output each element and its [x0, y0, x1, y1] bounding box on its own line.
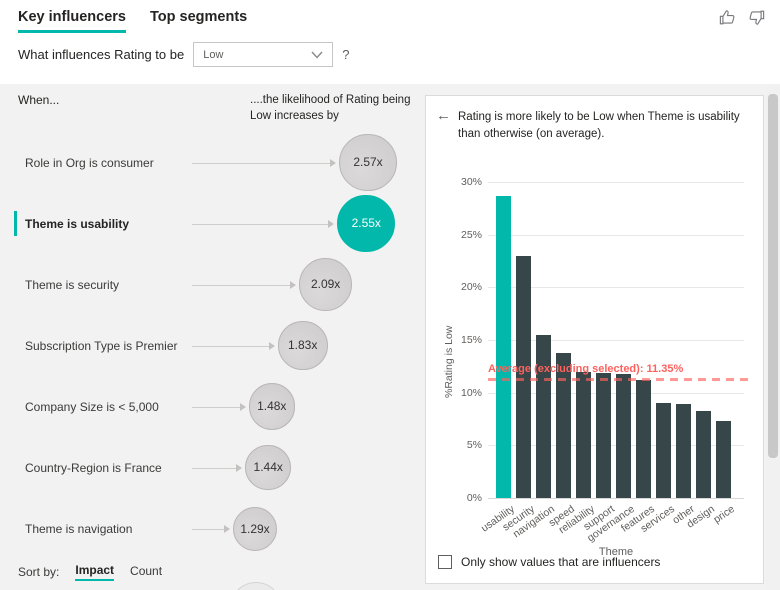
influence-bubble[interactable]: 1.83x — [277, 320, 328, 371]
vertical-scrollbar-track[interactable] — [766, 84, 780, 590]
arrow-line — [192, 284, 291, 286]
gridline — [488, 182, 744, 183]
influence-bubble[interactable]: 2.55x — [337, 194, 396, 253]
bar-services[interactable] — [656, 403, 671, 498]
y-axis-title: %Rating is Low — [443, 325, 455, 398]
bar-reliability[interactable] — [576, 371, 591, 498]
rating-value-dropdown[interactable]: Low — [193, 42, 334, 67]
feedback-icons — [718, 8, 766, 27]
arrow-head-icon — [268, 341, 275, 350]
sort-by-label: Sort by: — [18, 565, 60, 579]
influencer-row[interactable]: Company Size is < 5,000 1.48x — [0, 376, 422, 437]
sort-option-count[interactable]: Count — [130, 564, 163, 578]
partial-next-bubble — [230, 582, 282, 590]
arrow-line — [192, 528, 224, 530]
influencer-label: Role in Org is consumer — [25, 155, 154, 170]
arrow-head-icon — [330, 158, 337, 167]
y-tick-label: 10% — [460, 386, 482, 399]
gridline — [488, 234, 744, 236]
influence-bubble[interactable]: 1.48x — [248, 383, 295, 430]
bar-security[interactable] — [516, 255, 531, 498]
arrow-line — [192, 223, 329, 225]
gridline — [488, 340, 744, 341]
when-header: When... — [18, 93, 60, 107]
influencer-label: Company Size is < 5,000 — [25, 399, 159, 414]
influencer-row[interactable]: Theme is navigation 1.29x — [0, 498, 422, 559]
tab-top-segments[interactable]: Top segments — [150, 9, 248, 25]
average-reference-line — [488, 378, 748, 382]
y-tick-label: 0% — [466, 492, 482, 504]
bar-support[interactable] — [596, 372, 611, 498]
thumbs-up-icon[interactable] — [718, 8, 737, 27]
key-influencers-body: When... ....the likelihood of Rating bei… — [0, 84, 780, 590]
likelihood-header: ....the likelihood of Rating being Low i… — [250, 94, 411, 122]
y-tick-label: 5% — [466, 439, 482, 452]
detail-card: ← Rating is more likely to be Low when T… — [425, 95, 764, 584]
influencer-label: Country-Region is France — [25, 460, 162, 475]
influencer-label: Subscription Type is Premier — [25, 338, 178, 353]
influencer-label: Theme is navigation — [25, 521, 133, 536]
selected-row-marker — [14, 211, 17, 236]
detail-header: Rating is more likely to be Low when The… — [458, 111, 740, 141]
arrow-head-icon — [328, 219, 335, 228]
question-row: What influences Rating to be Low ? — [18, 42, 349, 67]
arrow-line — [192, 345, 269, 347]
bar-other[interactable] — [676, 404, 691, 498]
sort-option-impact[interactable]: Impact — [75, 563, 115, 581]
dropdown-selected-value: Low — [203, 48, 224, 61]
y-tick-label: 20% — [460, 281, 482, 294]
bar-speed[interactable] — [556, 352, 571, 498]
influencer-label: Theme is usability — [25, 216, 130, 231]
visual-tabs: Key influencers Top segments — [18, 9, 247, 33]
y-tick-label: 30% — [460, 176, 482, 188]
influence-bubble[interactable]: 1.44x — [245, 444, 292, 491]
only-influencers-checkbox[interactable] — [438, 555, 452, 569]
arrow-head-icon — [239, 402, 246, 411]
influencer-label: Theme is security — [25, 277, 120, 292]
gridline — [488, 498, 744, 499]
average-line-label: Average (excluding selected): 11.35% — [488, 363, 684, 376]
arrow-line — [192, 467, 237, 469]
influencer-row[interactable]: Theme is usability 2.55x — [0, 193, 422, 254]
bar-governance[interactable] — [616, 373, 631, 498]
influencer-row[interactable]: Theme is security 2.09x — [0, 254, 422, 315]
influencer-row[interactable]: Subscription Type is Premier 1.83x — [0, 315, 422, 376]
influence-bubble[interactable]: 2.57x — [339, 133, 397, 192]
chevron-down-icon — [311, 51, 323, 59]
tab-key-influencers[interactable]: Key influencers — [18, 9, 126, 33]
bar-design[interactable] — [696, 410, 711, 498]
bar-navigation[interactable] — [536, 334, 551, 498]
bar-price[interactable] — [716, 421, 731, 498]
influence-bubble[interactable]: 2.09x — [299, 258, 352, 311]
bar-usability[interactable] — [496, 195, 511, 498]
question-text: What influences Rating to be — [18, 47, 185, 62]
bar-features[interactable] — [636, 380, 651, 498]
arrow-line — [192, 406, 240, 408]
help-button[interactable]: ? — [342, 47, 350, 62]
thumbs-down-icon[interactable] — [747, 8, 766, 27]
only-influencers-label: Only show values that are influencers — [461, 555, 661, 569]
back-arrow-icon[interactable]: ← — [436, 107, 451, 124]
arrow-head-icon — [290, 280, 297, 289]
x-axis-title: Theme — [598, 546, 634, 558]
arrow-line — [192, 162, 331, 164]
influencers-filter-row: Only show values that are influencers — [438, 555, 660, 569]
vertical-scrollbar-thumb[interactable] — [768, 94, 778, 458]
sort-by-row: Sort by: Impact Count — [18, 563, 162, 581]
gridline — [488, 287, 744, 289]
influence-bubble[interactable]: 1.29x — [233, 506, 277, 551]
influencer-list: Role in Org is consumer 2.57x Theme is usa… — [0, 132, 422, 559]
arrow-head-icon — [236, 463, 243, 472]
y-tick-label: 25% — [460, 228, 482, 241]
y-tick-label: 15% — [460, 334, 482, 346]
influencer-row[interactable]: Role in Org is consumer 2.57x — [0, 132, 422, 193]
influencer-row[interactable]: Country-Region is France 1.44x — [0, 437, 422, 498]
arrow-head-icon — [224, 524, 230, 533]
